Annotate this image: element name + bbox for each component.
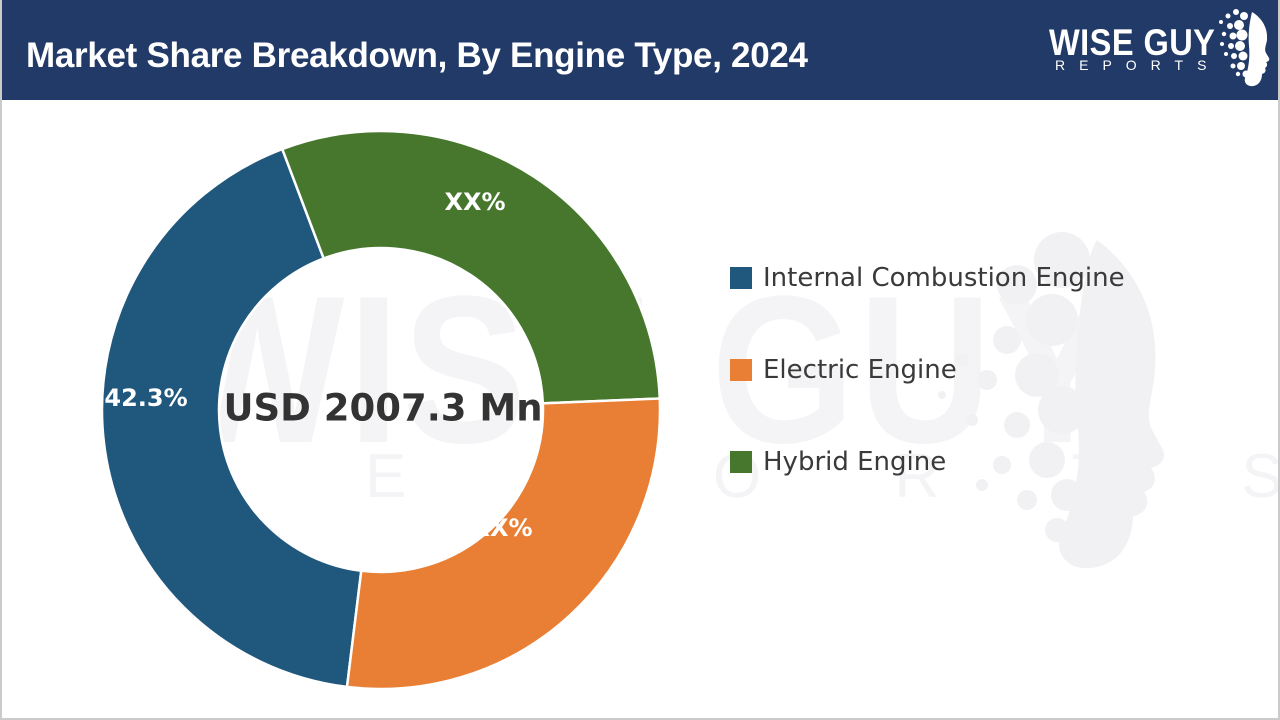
page-title: Market Share Breakdown, By Engine Type, … xyxy=(26,36,808,75)
donut-slice-internal-combustion-engine xyxy=(100,147,363,689)
legend-label: Internal Combustion Engine xyxy=(763,263,1125,293)
legend-swatch xyxy=(730,451,752,473)
legend-swatch xyxy=(730,359,752,381)
slice-value-label-3: XX% xyxy=(471,514,533,542)
donut-center-value: USD 2007.3 Mn xyxy=(223,386,543,430)
chart-legend: Internal Combustion Engine Electric Engin… xyxy=(730,265,1125,475)
header-background xyxy=(2,0,1278,100)
legend-item-hybrid-engine: Hybrid Engine xyxy=(730,449,1125,475)
legend-label: Electric Engine xyxy=(763,355,957,385)
donut-slice-electric-engine xyxy=(345,397,662,691)
legend-label: Hybrid Engine xyxy=(763,447,947,477)
legend-swatch xyxy=(730,267,752,289)
donut-slice-hybrid-engine xyxy=(280,129,662,405)
legend-item-electric-engine: Electric Engine xyxy=(730,357,1125,383)
slice-value-label-1: 42.3% xyxy=(104,384,188,412)
brand-face-logo-icon xyxy=(1219,9,1270,87)
slice-value-label-2: XX% xyxy=(444,188,506,216)
brand-name: WISE GUY xyxy=(1049,22,1216,63)
donut-chart xyxy=(100,129,662,691)
legend-item-internal-combustion-engine: Internal Combustion Engine xyxy=(730,265,1125,291)
brand-subtitle: REPORTS xyxy=(1055,57,1221,73)
watermark-face-logo-icon xyxy=(938,232,1165,569)
header-bar: Market Share Breakdown, By Engine Type, … xyxy=(2,0,1278,100)
